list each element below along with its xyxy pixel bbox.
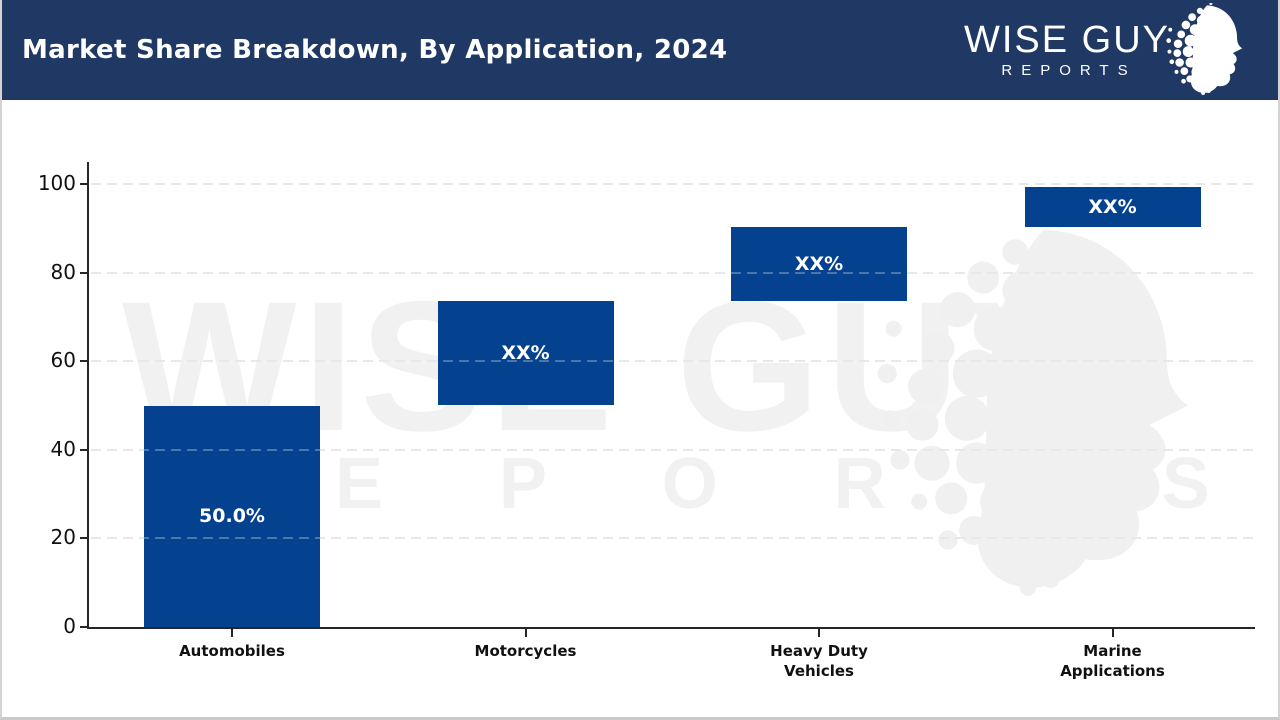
y-tick-label: 80 bbox=[50, 259, 76, 284]
y-tick-mark bbox=[80, 271, 89, 274]
dotted-head-logo-icon bbox=[1164, 3, 1250, 97]
bar-automobiles bbox=[144, 405, 320, 627]
x-category-label: Automobiles bbox=[179, 642, 285, 660]
y-tick-label: 100 bbox=[37, 171, 76, 195]
x-tick-mark bbox=[231, 629, 233, 637]
bar-motorcycles bbox=[437, 301, 614, 406]
header-bar: Market Share Breakdown, By Application, … bbox=[2, 0, 1278, 100]
gridline-overlay bbox=[91, 537, 1255, 540]
gridline-overlay bbox=[91, 448, 1255, 451]
y-tick-mark bbox=[80, 183, 89, 185]
gridline bbox=[91, 537, 1255, 540]
bar-heavy-duty-vehicles bbox=[731, 226, 907, 302]
gridline-overlay bbox=[91, 183, 1255, 185]
chart-area: WISE GUY R E P O R T S 0 20 40 60 80 100 50.0%… bbox=[2, 100, 1278, 717]
brand-wordmark: WISE GUY REPORTS bbox=[964, 21, 1170, 79]
gridline-overlay bbox=[91, 271, 1255, 274]
y-tick-mark bbox=[80, 626, 89, 628]
brand-subtitle: REPORTS bbox=[1001, 62, 1137, 79]
y-tick-label: 60 bbox=[50, 348, 76, 373]
x-axis-line bbox=[87, 627, 1255, 629]
x-category-label: Heavy Duty Vehicles bbox=[770, 642, 868, 680]
y-tick-label: 0 bbox=[63, 614, 76, 638]
y-tick-label: 40 bbox=[50, 436, 76, 461]
gridline bbox=[91, 448, 1255, 451]
plot-area: 0 20 40 60 80 100 50.0% XX% XX% XX% Automobiles Mot… bbox=[2, 100, 1278, 717]
gridline-overlay bbox=[91, 360, 1255, 363]
y-axis-line bbox=[87, 161, 89, 629]
x-tick-mark bbox=[818, 629, 820, 637]
gridline bbox=[91, 360, 1255, 363]
y-tick-label: 20 bbox=[50, 525, 76, 550]
page-title: Market Share Breakdown, By Application, … bbox=[22, 35, 728, 65]
gridline bbox=[91, 271, 1255, 274]
x-category-label: Motorcycles bbox=[474, 642, 577, 660]
bar-marine-applications bbox=[1024, 186, 1201, 227]
gridline bbox=[91, 183, 1255, 185]
watermark-head-icon bbox=[868, 220, 1220, 604]
y-tick-mark bbox=[80, 360, 89, 363]
x-tick-mark bbox=[1111, 629, 1114, 637]
x-tick-mark bbox=[524, 629, 527, 637]
brand-name: WISE GUY bbox=[963, 19, 1170, 61]
brand-logo: WISE GUY REPORTS bbox=[964, 3, 1250, 97]
y-tick-mark bbox=[80, 448, 89, 451]
y-tick-mark bbox=[80, 537, 89, 540]
x-category-label: Marine Applications bbox=[1060, 642, 1165, 680]
